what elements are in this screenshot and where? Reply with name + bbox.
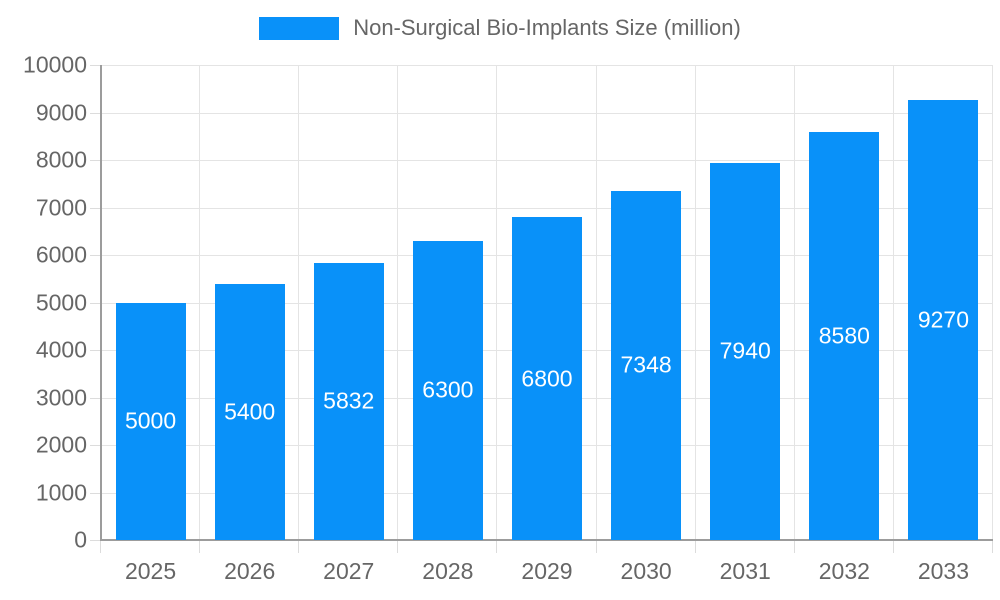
x-axis-tick-label: 2029 xyxy=(521,558,573,584)
x-axis-tick xyxy=(298,541,300,553)
x-axis-tick xyxy=(496,541,498,553)
legend[interactable]: Non-Surgical Bio-Implants Size (million) xyxy=(0,15,1000,41)
y-axis-tick-label: 5000 xyxy=(35,289,87,315)
y-axis-tick-label: 4000 xyxy=(35,336,87,363)
bar-value-label: 7348 xyxy=(620,351,672,378)
gridline-vertical xyxy=(992,65,993,540)
bar-value-label: 5400 xyxy=(224,398,276,425)
y-axis-tick xyxy=(90,255,101,256)
bar-2031[interactable]: 7940 xyxy=(710,162,781,540)
x-axis-tick-label: 2030 xyxy=(620,558,672,584)
legend-label: Non-Surgical Bio-Implants Size (million) xyxy=(353,15,741,40)
bar-2026[interactable]: 5400 xyxy=(214,283,285,540)
gridline-vertical xyxy=(892,65,894,540)
y-axis-line xyxy=(100,65,102,540)
y-axis-tick-label: 6000 xyxy=(35,241,87,268)
x-axis-tick xyxy=(892,541,894,553)
gridline-vertical xyxy=(397,65,399,540)
y-axis-tick xyxy=(90,160,101,161)
bar-value-label: 5832 xyxy=(323,387,375,414)
y-axis-tick-label: 10000 xyxy=(23,51,87,78)
x-axis-tick xyxy=(100,541,101,553)
bar-2028[interactable]: 6300 xyxy=(412,240,483,540)
y-axis-tick xyxy=(90,397,101,399)
gridline-horizontal xyxy=(101,160,993,161)
bar-2030[interactable]: 7348 xyxy=(611,190,682,540)
gridline-vertical xyxy=(694,65,696,540)
gridline-vertical xyxy=(199,65,201,540)
bar-2025[interactable]: 5000 xyxy=(115,302,186,540)
x-axis-tick-label: 2025 xyxy=(124,558,177,584)
x-axis-tick xyxy=(793,541,795,553)
bar-value-label: 6300 xyxy=(422,376,474,403)
x-axis-tick xyxy=(199,541,201,553)
y-axis-tick xyxy=(90,540,101,541)
bar-2027[interactable]: 5832 xyxy=(313,262,384,540)
x-axis-tick-label: 2031 xyxy=(719,558,771,584)
bar-value-label: 6800 xyxy=(521,365,573,391)
x-axis-tick-label: 2032 xyxy=(818,558,870,584)
gridline-horizontal xyxy=(101,207,993,209)
bar-2032[interactable]: 8580 xyxy=(809,132,880,540)
y-axis-tick-label: 2000 xyxy=(35,431,87,458)
gridline-horizontal xyxy=(101,112,993,114)
x-axis-tick xyxy=(595,541,597,553)
y-axis-tick xyxy=(90,350,101,351)
legend-swatch xyxy=(259,16,340,40)
gridline-vertical xyxy=(298,65,300,540)
y-axis-tick xyxy=(90,492,101,494)
gridline-horizontal xyxy=(101,65,993,66)
y-axis-tick xyxy=(90,445,101,446)
x-axis-tick xyxy=(694,541,696,553)
y-axis-tick-label: 0 xyxy=(74,526,87,553)
bar-value-label: 7940 xyxy=(719,337,771,364)
bar-2033[interactable]: 9270 xyxy=(908,99,979,540)
bar-2029[interactable]: 6800 xyxy=(512,217,582,540)
x-axis-tick xyxy=(992,541,993,553)
y-axis-tick-label: 9000 xyxy=(35,99,87,125)
x-axis-tick-label: 2027 xyxy=(323,558,375,584)
y-axis-tick xyxy=(90,112,101,114)
gridline-vertical xyxy=(595,65,597,540)
y-axis-tick xyxy=(90,65,101,66)
bar-value-label: 9270 xyxy=(917,306,970,333)
y-axis-tick-label: 1000 xyxy=(35,479,87,505)
y-axis-tick-label: 8000 xyxy=(35,146,87,173)
x-axis-tick-label: 2028 xyxy=(422,558,474,584)
y-axis-tick-label: 7000 xyxy=(35,194,87,220)
y-axis-tick xyxy=(90,207,101,209)
y-axis-tick-label: 3000 xyxy=(35,384,87,410)
y-axis-tick xyxy=(90,302,101,304)
x-axis-tick xyxy=(397,541,399,553)
plot-area: 5000 5400 5832 6300 6800 7348 7940 8580 9270 xyxy=(90,65,993,553)
x-axis-tick-label: 2026 xyxy=(224,558,276,584)
x-axis-tick-label: 2033 xyxy=(917,558,970,584)
gridline-vertical xyxy=(793,65,795,540)
bar-value-label: 5000 xyxy=(124,407,177,434)
gridline-vertical xyxy=(496,65,498,540)
bar-value-label: 8580 xyxy=(818,322,870,349)
x-axis-line xyxy=(100,539,993,541)
